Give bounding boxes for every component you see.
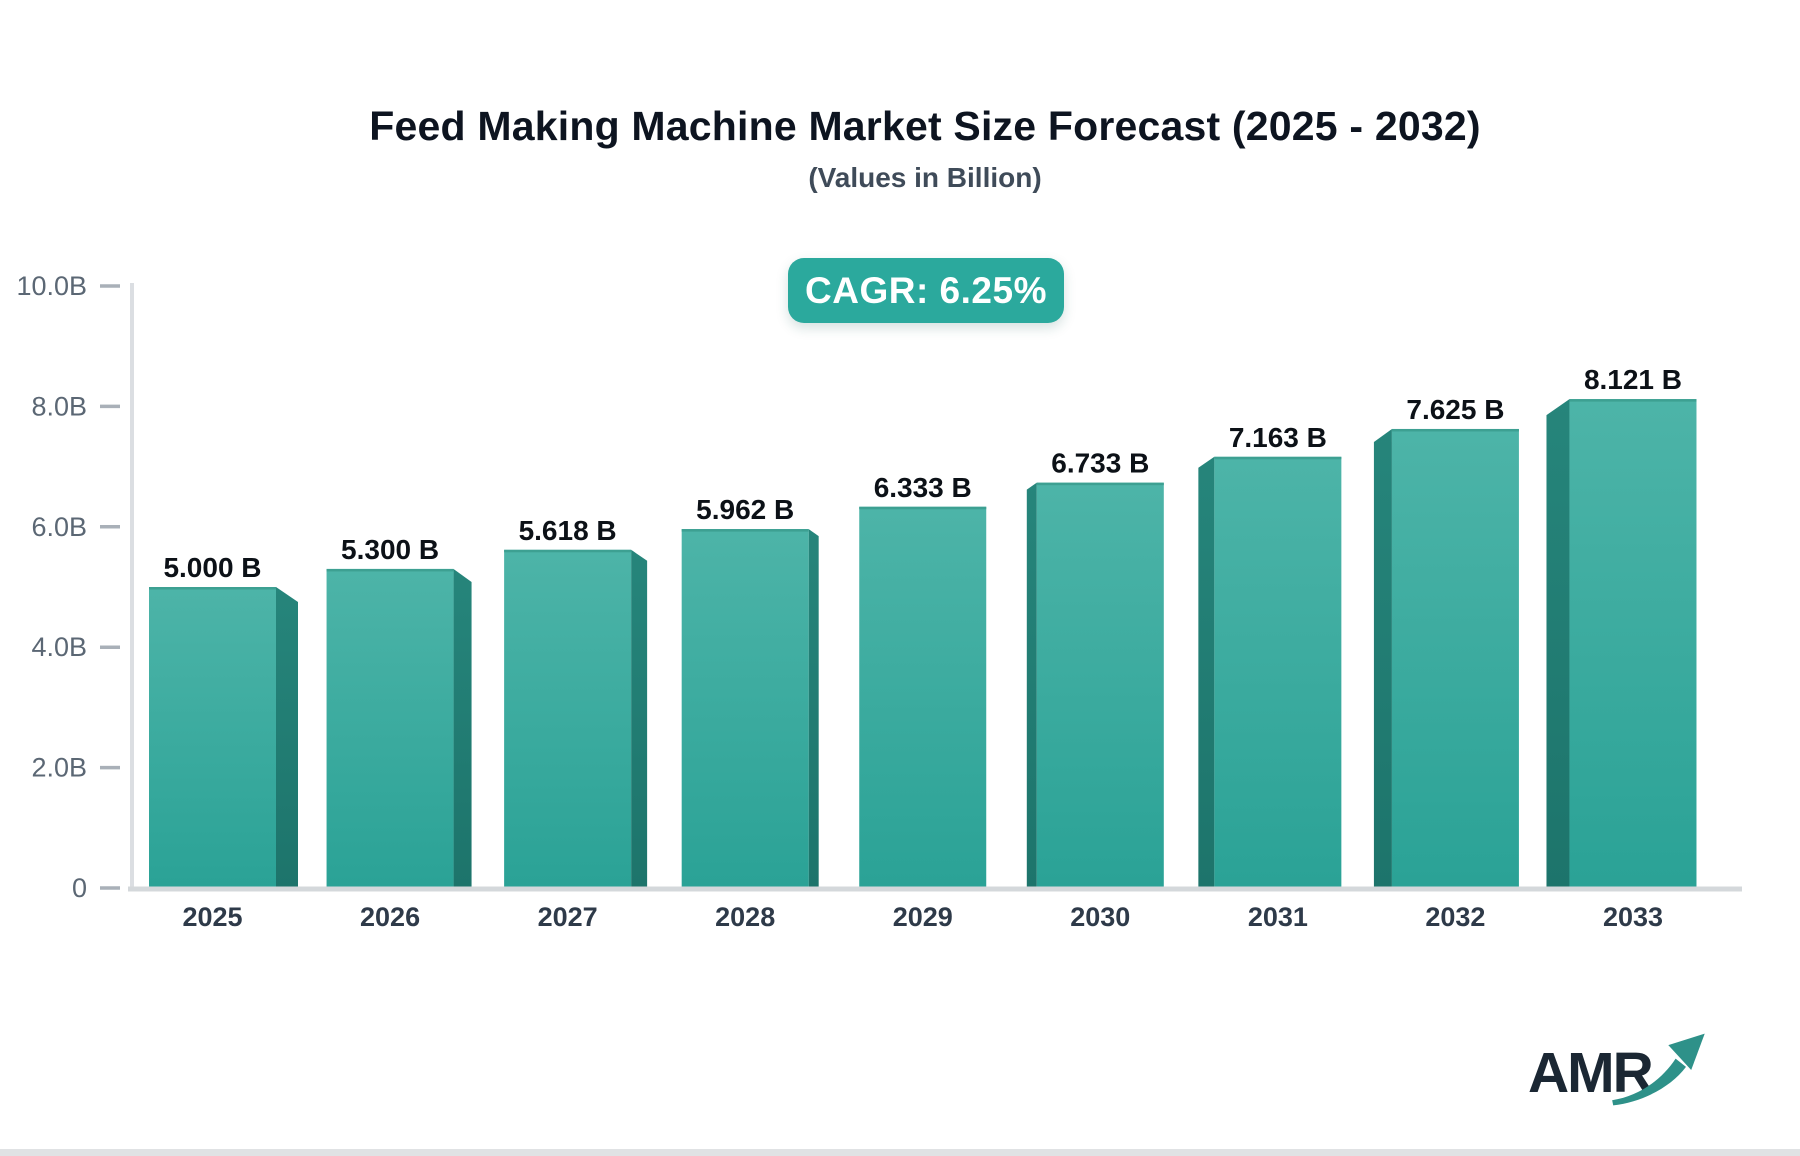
y-tick-label-2.0B: 2.0B (31, 753, 87, 783)
bar-value-label-2025: 5.000 B (163, 552, 261, 583)
growth-arrow-icon (1612, 1033, 1705, 1106)
bar-value-label-2027: 5.618 B (519, 515, 617, 546)
bar-2027 (504, 549, 632, 890)
bar-value-label-2031: 7.163 B (1229, 422, 1327, 453)
bar-2031 (1214, 456, 1342, 890)
bar-2033 (1569, 399, 1697, 890)
bar-2030 (1036, 482, 1164, 890)
bar-top-edge-2033 (1569, 399, 1697, 402)
x-tick-label-2032: 2032 (1425, 902, 1485, 932)
x-tick-label-2030: 2030 (1070, 902, 1130, 932)
bar-top-edge-2029 (859, 506, 987, 510)
y-tick-label-8.0B: 8.0B (31, 391, 87, 421)
x-axis-line (128, 886, 1742, 892)
bar-2028 (681, 529, 809, 890)
amr-logo-text: AMR (1528, 1041, 1654, 1105)
x-tick-label-2028: 2028 (715, 902, 775, 932)
y-tick-label-4.0B: 4.0B (31, 632, 87, 662)
bar-side-2026 (453, 568, 472, 890)
bar-top-edge-2031 (1214, 456, 1342, 460)
chart-subtitle: (Values in Billion) (808, 162, 1042, 193)
y-tick-label-6.0B: 6.0B (31, 512, 87, 542)
x-tick-label-2033: 2033 (1603, 902, 1663, 932)
x-tick-label-2025: 2025 (182, 902, 242, 932)
bar-2032 (1391, 428, 1519, 890)
growth-arrow-swoosh (1612, 1058, 1686, 1106)
bar-side-2033 (1546, 399, 1570, 890)
y-tick-label-0: 0 (72, 873, 87, 903)
bar-top-edge-2032 (1391, 428, 1519, 432)
bar-value-label-2028: 5.962 B (696, 494, 794, 525)
bar-value-label-2026: 5.300 B (341, 534, 439, 565)
x-tick-label-2027: 2027 (538, 902, 598, 932)
chart-title: Feed Making Machine Market Size Forecast… (369, 103, 1481, 149)
bar-value-label-2033: 8.121 B (1584, 364, 1682, 395)
bar-top-edge-2026 (326, 568, 454, 572)
growth-arrow-head (1668, 1033, 1705, 1071)
bar-side-2028 (808, 529, 819, 890)
bar-side-2030 (1026, 482, 1037, 890)
bar-side-2025 (276, 587, 298, 890)
bar-top-edge-2027 (504, 549, 632, 553)
bar-2025 (149, 587, 276, 890)
bar-top-edge-2025 (149, 587, 276, 590)
x-tick-label-2026: 2026 (360, 902, 420, 932)
amr-logo: AMR (1528, 1033, 1738, 1126)
footer-strip (0, 1149, 1800, 1156)
y-axis-line (130, 283, 134, 891)
bar-side-2032 (1373, 428, 1392, 890)
bar-value-label-2029: 6.333 B (874, 472, 972, 503)
cagr-badge: CAGR: 6.25% (788, 258, 1064, 323)
bar-top-edge-2028 (681, 529, 809, 532)
bar-side-2027 (631, 549, 648, 890)
bar-value-label-2032: 7.625 B (1406, 394, 1504, 425)
bar-top-edge-2030 (1036, 482, 1164, 486)
x-tick-label-2031: 2031 (1248, 902, 1308, 932)
bar-2026 (326, 568, 454, 890)
x-tick-label-2029: 2029 (893, 902, 953, 932)
bar-value-label-2030: 6.733 B (1051, 448, 1149, 479)
y-tick-label-10.0B: 10.0B (16, 271, 87, 301)
bar-2029 (859, 506, 987, 890)
bar-side-2031 (1198, 456, 1215, 890)
